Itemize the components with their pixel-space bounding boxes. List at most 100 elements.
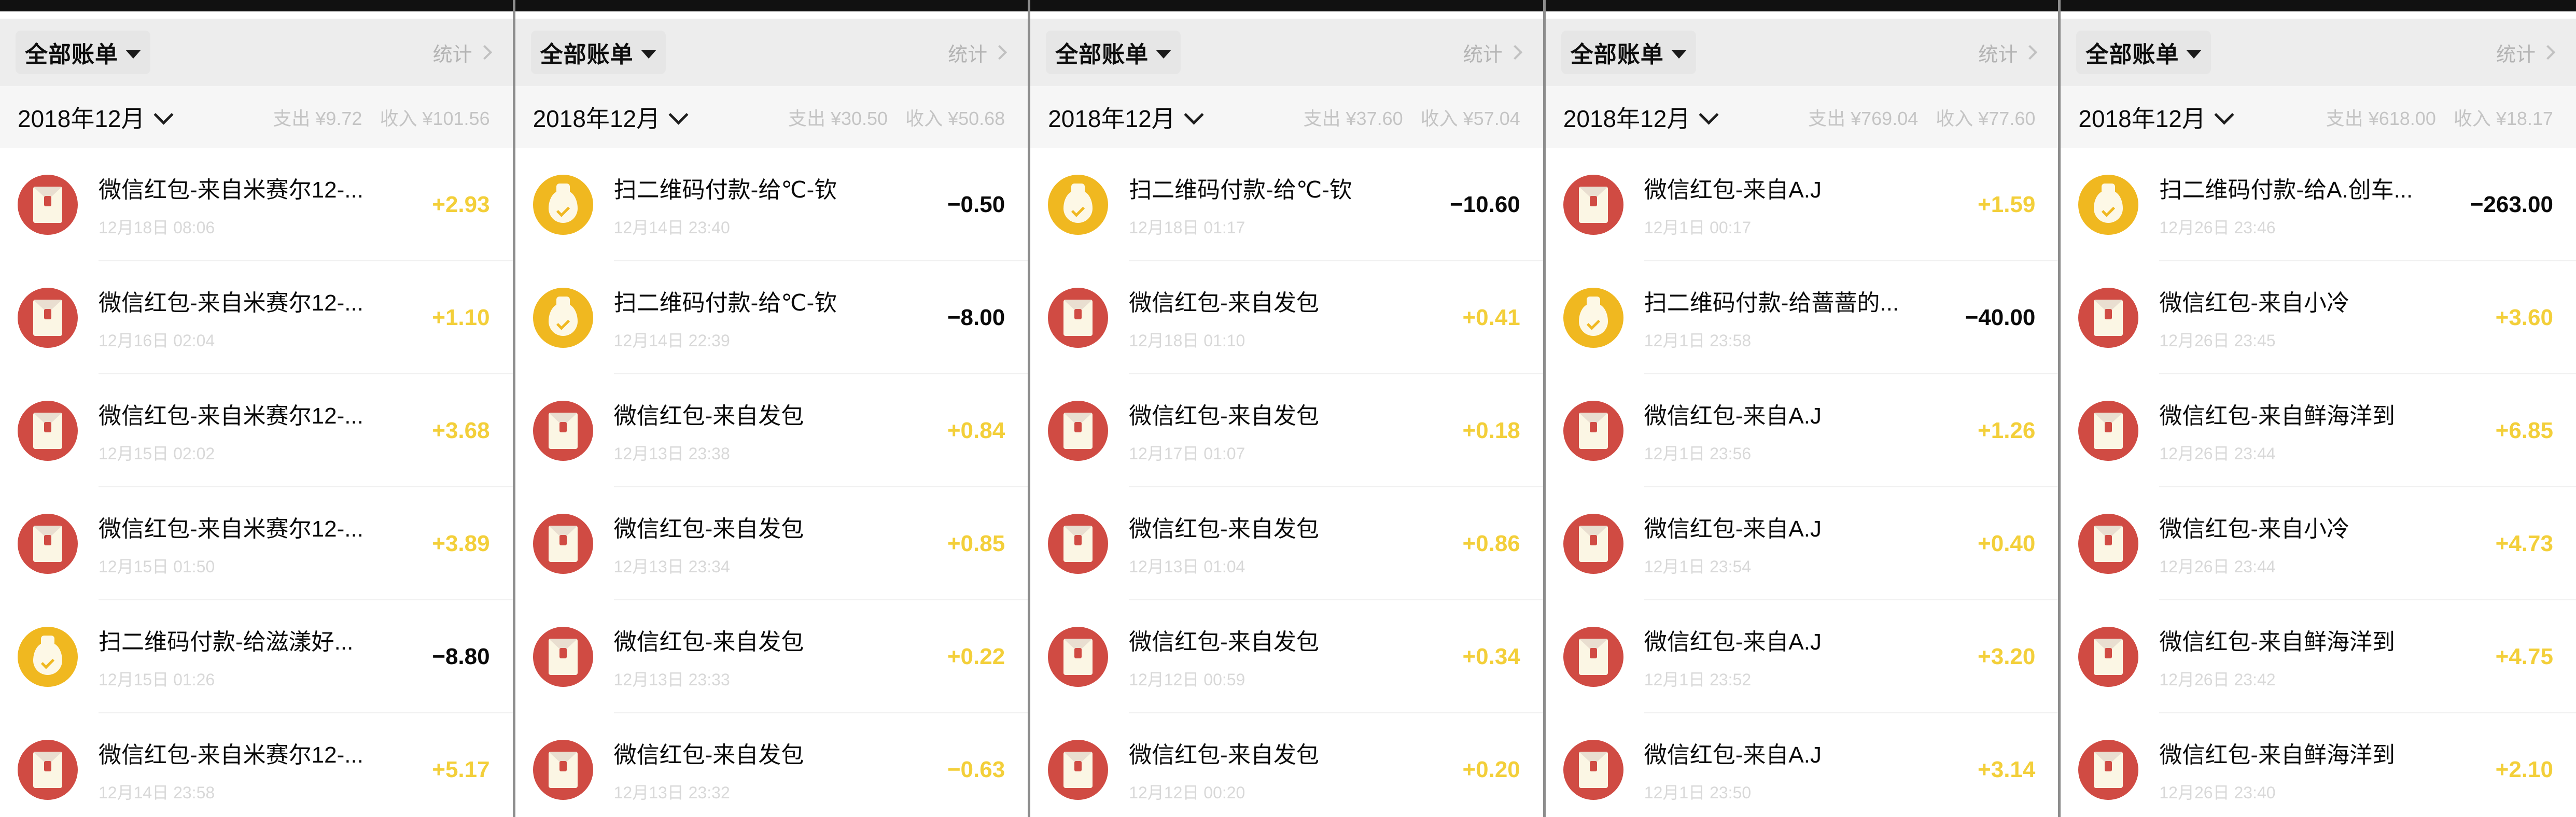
red-envelope-icon bbox=[533, 514, 593, 574]
statistics-link[interactable]: 统计 bbox=[2496, 38, 2556, 67]
transaction-text: 扫二维码付款-给℃-钦 12月14日 22:39 bbox=[614, 284, 935, 351]
status-bar bbox=[0, 0, 513, 11]
transaction-row[interactable]: 微信红包-来自A.J 12月1日 23:50 +3.14 bbox=[1545, 713, 2059, 817]
red-envelope-icon bbox=[2078, 627, 2139, 687]
bill-filter-button[interactable]: 全部账单 bbox=[1561, 31, 1696, 74]
transaction-row[interactable]: 微信红包-来自发包 12月13日 23:38 +0.84 bbox=[515, 374, 1028, 487]
transaction-title: 扫二维码付款-给蔷蔷的... bbox=[1644, 290, 1899, 316]
caret-down-icon bbox=[1671, 49, 1687, 59]
month-summary: 支出 ¥9.72 收入 ¥101.56 bbox=[273, 104, 489, 131]
transaction-row[interactable]: 微信红包-来自鲜海洋到 12月26日 23:42 +4.75 bbox=[2061, 600, 2576, 713]
transaction-amount: +2.10 bbox=[2495, 757, 2553, 782]
month-selector[interactable]: 2018年12月 bbox=[1048, 100, 1204, 134]
bill-filter-button[interactable]: 全部账单 bbox=[1046, 31, 1181, 74]
transaction-row[interactable]: 微信红包-来自A.J 12月1日 23:52 +3.20 bbox=[1545, 600, 2059, 713]
transaction-time: 12月14日 23:58 bbox=[99, 783, 215, 802]
transaction-row[interactable]: 微信红包-来自发包 12月12日 00:59 +0.34 bbox=[1030, 600, 1543, 713]
pouch-glyph bbox=[1578, 304, 1608, 336]
transaction-row[interactable]: 扫二维码付款-给℃-钦 12月14日 23:40 −0.50 bbox=[515, 148, 1028, 261]
transaction-amount: −263.00 bbox=[2470, 192, 2553, 217]
transaction-amount: +1.26 bbox=[1978, 418, 2036, 443]
transaction-text: 扫二维码付款-给A.创车... 12月26日 23:46 bbox=[2159, 171, 2457, 238]
transaction-row[interactable]: 微信红包-来自小冷 12月26日 23:45 +3.60 bbox=[2061, 261, 2576, 374]
transaction-text: 微信红包-来自发包 12月13日 01:04 bbox=[1129, 510, 1450, 577]
month-selector[interactable]: 2018年12月 bbox=[18, 100, 174, 134]
transaction-time: 12月14日 22:39 bbox=[613, 331, 730, 350]
transaction-row[interactable]: 微信红包-来自小冷 12月26日 23:44 +4.73 bbox=[2061, 487, 2576, 600]
envelope-glyph bbox=[1063, 639, 1093, 675]
transaction-time: 12月14日 23:40 bbox=[613, 218, 730, 237]
transaction-row[interactable]: 扫二维码付款-给A.创车... 12月26日 23:46 −263.00 bbox=[2061, 148, 2576, 261]
transaction-row[interactable]: 微信红包-来自发包 12月13日 01:04 +0.86 bbox=[1030, 487, 1543, 600]
transaction-row[interactable]: 扫二维码付款-给蔷蔷的... 12月1日 23:58 −40.00 bbox=[1545, 261, 2059, 374]
transaction-time: 12月1日 23:52 bbox=[1644, 670, 1752, 689]
transaction-row[interactable]: 微信红包-来自发包 12月13日 23:34 +0.85 bbox=[515, 487, 1028, 600]
transaction-row[interactable]: 微信红包-来自A.J 12月1日 00:17 +1.59 bbox=[1545, 148, 2059, 261]
status-bar bbox=[1545, 0, 2059, 11]
transaction-title: 微信红包-来自发包 bbox=[1129, 516, 1319, 542]
transaction-row[interactable]: 微信红包-来自米赛尔12-... 12月15日 01:50 +3.89 bbox=[0, 487, 513, 600]
statistics-link[interactable]: 统计 bbox=[948, 38, 1007, 67]
month-selector[interactable]: 2018年12月 bbox=[2078, 100, 2234, 134]
transaction-time: 12月26日 23:44 bbox=[2159, 557, 2276, 576]
envelope-glyph bbox=[548, 752, 578, 788]
transaction-row[interactable]: 微信红包-来自发包 12月18日 01:10 +0.41 bbox=[1030, 261, 1543, 374]
month-selector[interactable]: 2018年12月 bbox=[1563, 100, 1719, 134]
transaction-row[interactable]: 微信红包-来自A.J 12月1日 23:56 +1.26 bbox=[1545, 374, 2059, 487]
transaction-amount: +0.84 bbox=[947, 418, 1005, 443]
statistics-link[interactable]: 统计 bbox=[1463, 38, 1522, 67]
transaction-row[interactable]: 微信红包-来自发包 12月12日 00:20 +0.20 bbox=[1030, 713, 1543, 817]
envelope-glyph bbox=[33, 187, 62, 223]
transaction-text: 微信红包-来自发包 12月12日 00:20 bbox=[1129, 736, 1450, 804]
transaction-time: 12月1日 23:50 bbox=[1644, 783, 1752, 802]
envelope-glyph bbox=[33, 300, 62, 336]
transaction-amount: +0.86 bbox=[1462, 531, 1520, 556]
transaction-time: 12月13日 23:38 bbox=[613, 444, 730, 463]
money-pouch-icon bbox=[533, 175, 593, 235]
transaction-row[interactable]: 微信红包-来自发包 12月17日 01:07 +0.18 bbox=[1030, 374, 1543, 487]
caret-down-icon bbox=[1156, 49, 1172, 59]
transaction-row[interactable]: 扫二维码付款-给℃-钦 12月18日 01:17 −10.60 bbox=[1030, 148, 1543, 261]
nav-bar: 全部账单 统计 bbox=[2061, 19, 2576, 86]
transaction-time: 12月1日 00:17 bbox=[1644, 218, 1752, 237]
red-envelope-icon bbox=[1563, 740, 1623, 800]
transaction-time: 12月12日 00:59 bbox=[1129, 670, 1245, 689]
red-envelope-icon bbox=[18, 401, 78, 461]
transaction-amount: +3.68 bbox=[432, 418, 490, 443]
transaction-row[interactable]: 微信红包-来自发包 12月13日 23:33 +0.22 bbox=[515, 600, 1028, 713]
transaction-title: 微信红包-来自鲜海洋到 bbox=[2159, 629, 2396, 655]
envelope-glyph bbox=[33, 526, 62, 562]
red-envelope-icon bbox=[533, 401, 593, 461]
envelope-glyph bbox=[1578, 752, 1608, 788]
transaction-amount: +4.73 bbox=[2495, 531, 2553, 556]
transaction-row[interactable]: 微信红包-来自鲜海洋到 12月26日 23:40 +2.10 bbox=[2061, 713, 2576, 817]
envelope-glyph bbox=[1578, 526, 1608, 562]
bill-filter-label: 全部账单 bbox=[1570, 42, 1664, 67]
transaction-title: 扫二维码付款-给℃-钦 bbox=[1129, 177, 1352, 203]
transaction-row[interactable]: 微信红包-来自米赛尔12-... 12月15日 02:02 +3.68 bbox=[0, 374, 513, 487]
transaction-row[interactable]: 微信红包-来自A.J 12月1日 23:54 +0.40 bbox=[1545, 487, 2059, 600]
transaction-row[interactable]: 微信红包-来自米赛尔12-... 12月14日 23:58 +5.17 bbox=[0, 713, 513, 817]
month-summary: 支出 ¥769.04 收入 ¥77.60 bbox=[1808, 104, 2035, 131]
bill-filter-button[interactable]: 全部账单 bbox=[2076, 31, 2211, 74]
bill-filter-button[interactable]: 全部账单 bbox=[16, 31, 150, 74]
envelope-glyph bbox=[2094, 300, 2123, 336]
transaction-row[interactable]: 微信红包-来自米赛尔12-... 12月18日 08:06 +2.93 bbox=[0, 148, 513, 261]
bill-panel: 全部账单 统计 2018年12月 支出 ¥769.04 收入 ¥77.60 微信红包-来自… bbox=[1545, 0, 2061, 817]
transaction-row[interactable]: 扫二维码付款-给滋漾好... 12月15日 01:26 −8.80 bbox=[0, 600, 513, 713]
transaction-row[interactable]: 微信红包-来自鲜海洋到 12月26日 23:44 +6.85 bbox=[2061, 374, 2576, 487]
statistics-label: 统计 bbox=[1463, 44, 1503, 66]
bill-filter-button[interactable]: 全部账单 bbox=[530, 31, 666, 74]
transaction-row[interactable]: 扫二维码付款-给℃-钦 12月14日 22:39 −8.00 bbox=[515, 261, 1028, 374]
statistics-link[interactable]: 统计 bbox=[1978, 38, 2038, 67]
transaction-row[interactable]: 微信红包-来自米赛尔12-... 12月16日 02:04 +1.10 bbox=[0, 261, 513, 374]
transaction-text: 微信红包-来自发包 12月12日 00:59 bbox=[1129, 623, 1450, 691]
transaction-text: 微信红包-来自鲜海洋到 12月26日 23:42 bbox=[2159, 623, 2483, 691]
status-bar bbox=[1030, 0, 1543, 11]
statistics-link[interactable]: 统计 bbox=[433, 38, 492, 67]
month-selector[interactable]: 2018年12月 bbox=[533, 100, 689, 134]
income-total: 收入 ¥77.60 bbox=[1936, 108, 2036, 129]
envelope-glyph bbox=[1063, 300, 1093, 336]
transaction-text: 微信红包-来自小冷 12月26日 23:44 bbox=[2159, 510, 2483, 577]
transaction-row[interactable]: 微信红包-来自发包 12月13日 23:32 −0.63 bbox=[515, 713, 1028, 817]
